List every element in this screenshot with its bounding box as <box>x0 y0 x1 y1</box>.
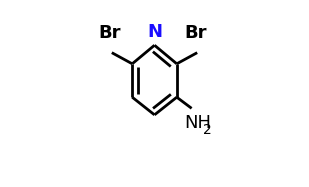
Text: NH: NH <box>184 114 211 132</box>
Text: Br: Br <box>98 24 121 42</box>
Text: N: N <box>147 23 162 41</box>
Text: Br: Br <box>184 24 207 42</box>
Text: 2: 2 <box>203 123 211 137</box>
